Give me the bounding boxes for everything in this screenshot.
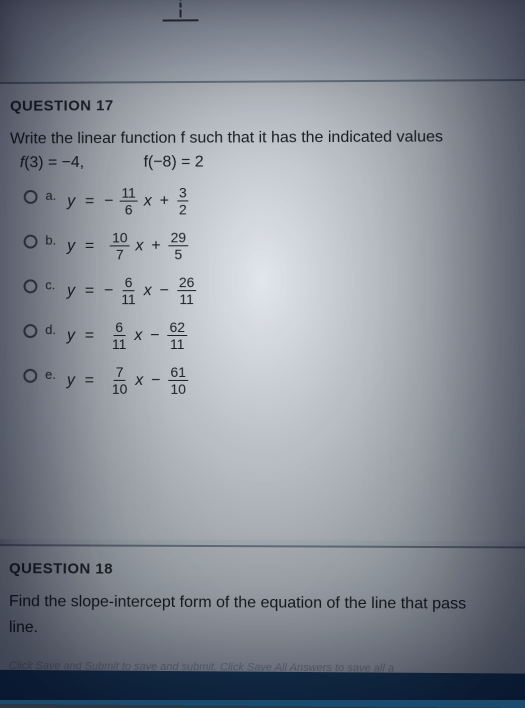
option-b[interactable]: b. y= 107 x + 295 <box>24 230 525 262</box>
option-label: c. <box>45 276 59 293</box>
question-17-title: QUESTION 17 <box>10 95 525 115</box>
axis-fragment <box>161 0 201 36</box>
question-17-given: f(3) = −4, f(−8) = 2 <box>10 153 525 173</box>
option-a[interactable]: a. y= − 116 x + 32 <box>24 185 525 218</box>
option-c-formula: y= − 611 x − 2611 <box>67 276 198 307</box>
question-18-title: QUESTION 18 <box>9 560 525 580</box>
radio-e[interactable] <box>23 369 37 383</box>
question-18-block: QUESTION 18 Find the slope-intercept for… <box>0 544 525 688</box>
option-b-formula: y= 107 x + 295 <box>67 231 190 262</box>
option-label: b. <box>45 231 59 248</box>
option-e-formula: y= 710 x − 6110 <box>67 365 190 396</box>
option-d-formula: y= 611 x − 6211 <box>67 320 189 351</box>
axis-tick <box>180 9 182 17</box>
option-a-formula: y= − 116 x + 32 <box>67 186 190 217</box>
options-list: a. y= − 116 x + 32 b. y= 107 x <box>9 185 525 397</box>
option-d[interactable]: d. y= 611 x − 6211 <box>23 320 525 351</box>
radio-b[interactable] <box>24 235 38 249</box>
question-18-prompt: Find the slope-intercept form of the equ… <box>9 591 525 616</box>
bottom-bar <box>0 670 525 708</box>
option-label: a. <box>45 186 59 203</box>
option-label: d. <box>45 321 59 338</box>
radio-c[interactable] <box>24 280 38 294</box>
option-c[interactable]: c. y= − 611 x − 2611 <box>23 275 525 307</box>
question-17-prompt: Write the linear function f such that it… <box>10 126 525 151</box>
option-label: e. <box>45 365 59 382</box>
axis-line <box>163 19 199 21</box>
radio-a[interactable] <box>24 190 38 204</box>
axis-tick <box>180 3 182 8</box>
question-18-prompt-2: line. <box>9 617 525 643</box>
axis-tick <box>180 0 182 1</box>
radio-d[interactable] <box>23 324 37 338</box>
question-17-block: QUESTION 17 Write the linear function f … <box>0 79 525 542</box>
option-e[interactable]: e. y= 710 x − 6110 <box>23 365 525 396</box>
